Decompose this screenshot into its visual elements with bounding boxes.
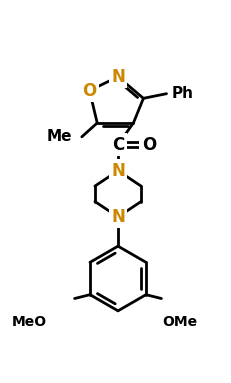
Text: C: C (112, 136, 124, 154)
Text: N: N (111, 162, 125, 180)
Text: N: N (111, 68, 125, 86)
Text: Ph: Ph (172, 86, 194, 101)
Text: OMe: OMe (162, 314, 197, 329)
Text: MeO: MeO (11, 314, 46, 329)
Text: Me: Me (46, 129, 72, 144)
Text: O: O (142, 136, 156, 154)
Text: N: N (111, 208, 125, 226)
Text: O: O (82, 82, 97, 100)
